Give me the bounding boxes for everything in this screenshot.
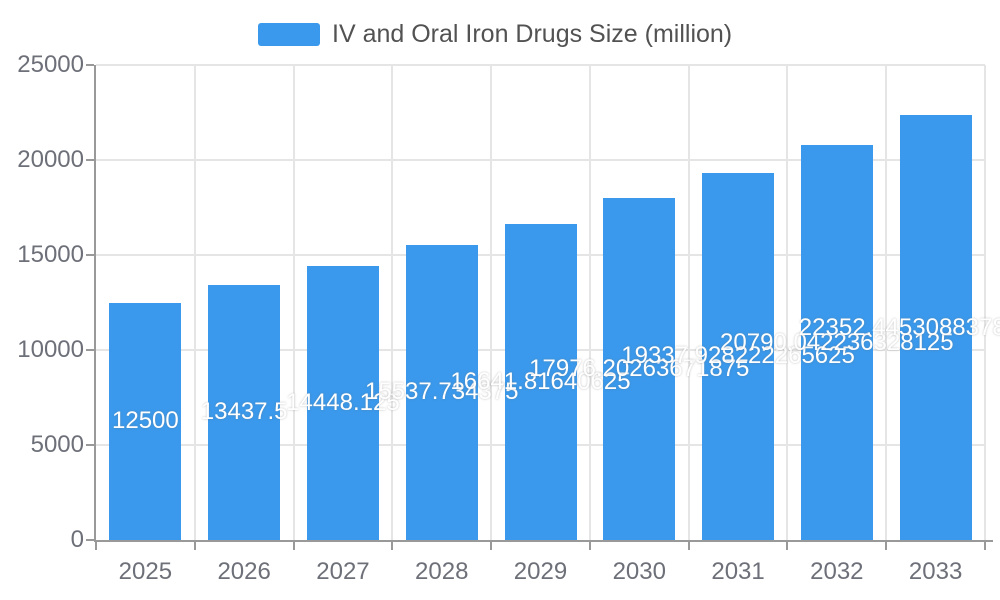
- bar-value-label: 22352.445308837890625: [798, 313, 1000, 341]
- bar-value-label: 14448.125: [286, 388, 400, 416]
- y-axis-tick: [86, 254, 94, 256]
- bar-2033[interactable]: [899, 115, 972, 540]
- x-axis-tick: [193, 542, 196, 550]
- x-axis-tick: [391, 542, 394, 550]
- gridline-vertical: [490, 65, 493, 540]
- bar-2032[interactable]: [800, 145, 873, 540]
- gridline-vertical: [885, 65, 888, 540]
- x-axis-line: [94, 540, 993, 542]
- bar-value-label: 20790.042236328125: [720, 328, 954, 356]
- gridline-horizontal: [96, 64, 985, 66]
- legend-swatch-icon: [258, 23, 320, 46]
- x-axis-label-2033: 2033: [908, 558, 963, 585]
- x-axis-label-2030: 2030: [612, 558, 666, 585]
- y-axis-label: 15000: [17, 241, 84, 268]
- y-axis-label: 5000: [30, 431, 84, 458]
- bar-2029[interactable]: [504, 223, 577, 540]
- y-axis-label: 25000: [17, 51, 84, 78]
- legend-label: IV and Oral Iron Drugs Size (million): [332, 20, 733, 48]
- y-axis-tick: [86, 64, 94, 66]
- y-axis-label: 20000: [17, 146, 84, 173]
- x-axis-label-2026: 2026: [217, 558, 271, 585]
- bar-2025[interactable]: [109, 302, 182, 540]
- x-axis-tick: [687, 542, 690, 550]
- gridline-horizontal: [96, 159, 985, 161]
- gridline-vertical: [391, 65, 394, 540]
- x-axis-label-2029: 2029: [513, 558, 568, 585]
- x-axis-tick: [292, 542, 295, 550]
- y-axis-tick: [86, 349, 94, 351]
- y-axis-tick: [86, 539, 94, 541]
- gridline-vertical: [786, 65, 789, 540]
- bar-value-label: 13437.5: [200, 398, 288, 426]
- bar-value-label: 16641.81640625: [450, 367, 631, 395]
- y-axis-tick: [86, 159, 94, 161]
- bar-value-label: 19337.928222265625: [621, 342, 855, 370]
- gridline-vertical: [292, 65, 295, 540]
- x-axis-tick: [885, 542, 888, 550]
- bar-value-label: 17976.20263671875: [529, 355, 750, 383]
- bar-2027[interactable]: [306, 265, 379, 540]
- legend-item[interactable]: IV and Oral Iron Drugs Size (million): [258, 20, 732, 49]
- x-axis-label-2032: 2032: [810, 558, 864, 585]
- gridline-vertical: [687, 65, 690, 540]
- x-axis-label-2027: 2027: [316, 558, 370, 585]
- bar-2030[interactable]: [603, 198, 676, 540]
- bar-2031[interactable]: [702, 172, 775, 540]
- x-axis-label-2031: 2031: [711, 558, 765, 585]
- y-axis-tick: [86, 444, 94, 446]
- gridline-vertical: [588, 65, 591, 540]
- y-axis-label: 10000: [17, 336, 84, 363]
- x-axis-label-2025: 2025: [118, 558, 173, 585]
- bar-2028[interactable]: [405, 244, 478, 540]
- x-axis-tick: [588, 542, 591, 550]
- x-axis-label-2028: 2028: [415, 558, 469, 585]
- bar-value-label: 15537.734375: [364, 378, 519, 406]
- bar-value-label: 12500: [112, 407, 179, 435]
- gridline-vertical: [984, 65, 986, 540]
- x-axis-tick: [95, 542, 97, 550]
- gridline-vertical: [193, 65, 196, 540]
- y-axis-label: 0: [70, 526, 84, 553]
- plot-area: 12500 13437.5 14448.125 15537.734375 16641.8…: [86, 64, 1000, 550]
- x-axis-tick: [984, 542, 986, 550]
- y-axis-line: [94, 65, 96, 540]
- x-axis-tick: [490, 542, 493, 550]
- x-axis-tick: [786, 542, 789, 550]
- bar-2026[interactable]: [208, 284, 281, 540]
